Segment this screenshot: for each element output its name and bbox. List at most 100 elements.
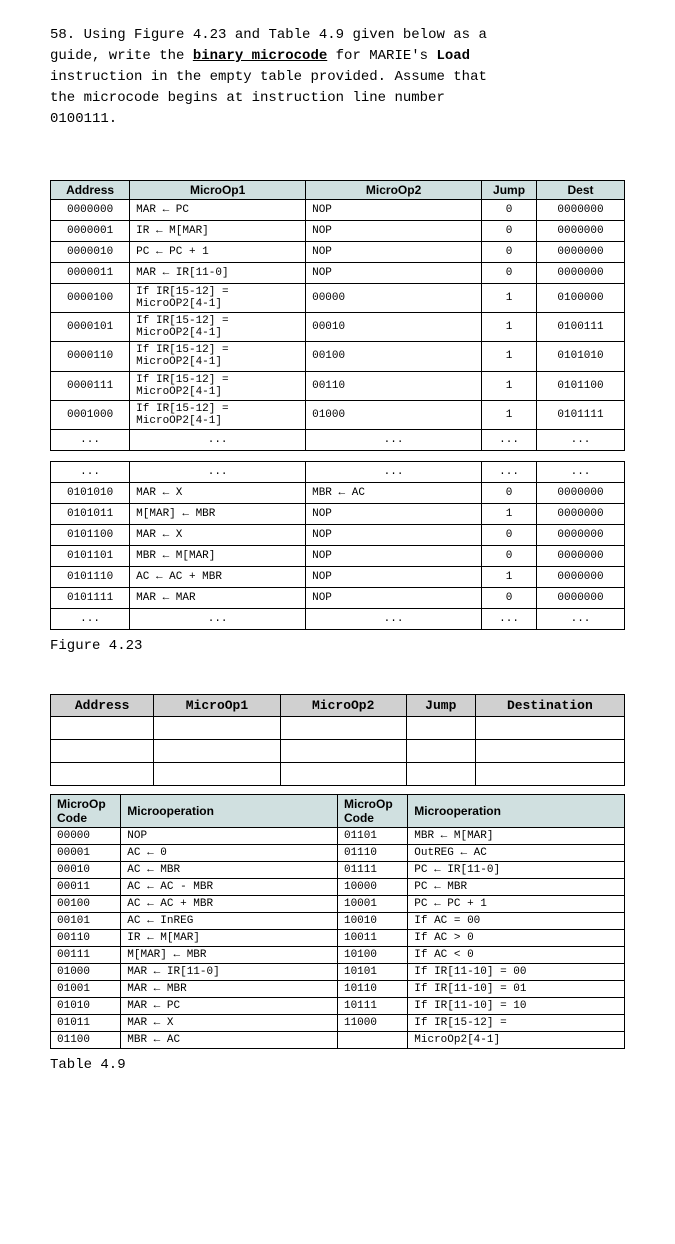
cell-microop: NOP [121, 827, 338, 844]
table-row: 00101AC ← InREG10010If AC = 00 [51, 912, 625, 929]
cell-op2: MBR ← AC [306, 482, 482, 503]
cell-jump: 0 [482, 263, 537, 284]
optable-header-row: MicroOp Code Microoperation MicroOp Code… [51, 794, 625, 827]
cell-address: 0000010 [51, 242, 130, 263]
question-line3: instruction in the empty table provided.… [50, 69, 487, 85]
cell-microop: MAR ← PC [121, 997, 338, 1014]
ellipsis-row: ... ... ... ... ... [51, 461, 625, 482]
cell-op1: MAR ← MAR [130, 587, 306, 608]
cell-code: 00100 [51, 895, 121, 912]
ellipsis-row: ... ... ... ... ... [51, 608, 625, 629]
cell-microop: AC ← InREG [121, 912, 338, 929]
table-row: 01100MBR ← AC MicroOp2[4-1] [51, 1031, 625, 1048]
question-text: 58. Using Figure 4.23 and Table 4.9 give… [50, 25, 625, 130]
cell-address: 0000000 [51, 200, 130, 221]
optable-col-code1: MicroOp Code [51, 794, 121, 827]
cell-code: 10111 [337, 997, 407, 1014]
cell-jump: 0 [482, 242, 537, 263]
cell-code [337, 1031, 407, 1048]
cell-op1: If IR[15-12] =MicroOP2[4-1] [130, 284, 306, 313]
table-row: 00001AC ← 001110OutREG ← AC [51, 844, 625, 861]
table-row: 0000110If IR[15-12] =MicroOP2[4-1]001001… [51, 342, 625, 371]
table-row: 01011MAR ← X11000If IR[15-12] = [51, 1014, 625, 1031]
cell-jump: 1 [482, 400, 537, 429]
table-row: 01010MAR ← PC10111If IR[11-10] = 10 [51, 997, 625, 1014]
table-row: 0101010MAR ← XMBR ← AC00000000 [51, 482, 625, 503]
cell-op1: AC ← AC + MBR [130, 566, 306, 587]
table-row: 0000000MAR ← PCNOP00000000 [51, 200, 625, 221]
cell-address: 0000110 [51, 342, 130, 371]
table-row: 00011AC ← AC - MBR10000PC ← MBR [51, 878, 625, 895]
cell-microop: MAR ← X [121, 1014, 338, 1031]
cell-op1: MBR ← M[MAR] [130, 545, 306, 566]
cell-code: 10100 [337, 946, 407, 963]
cell-jump: 0 [482, 200, 537, 221]
cell-op2: NOP [306, 221, 482, 242]
cell-microop: AC ← AC - MBR [121, 878, 338, 895]
cell-address: 0101100 [51, 524, 130, 545]
cell-dest: 0000000 [537, 263, 625, 284]
cell-op1: If IR[15-12] =MicroOP2[4-1] [130, 342, 306, 371]
cell-dest: 0000000 [537, 587, 625, 608]
table-row: 0000010PC ← PC + 1NOP00000000 [51, 242, 625, 263]
table-row: 0000001IR ← M[MAR]NOP00000000 [51, 221, 625, 242]
table-row: 00111M[MAR] ← MBR10100If AC < 0 [51, 946, 625, 963]
cell-op1: MAR ← IR[11-0] [130, 263, 306, 284]
optable-col-code2: MicroOp Code [337, 794, 407, 827]
cell-dest: 0000000 [537, 524, 625, 545]
cell-jump: 1 [482, 313, 537, 342]
cell-code: 00111 [51, 946, 121, 963]
table-row: 0101100MAR ← XNOP00000000 [51, 524, 625, 545]
cell-microop: MBR ← M[MAR] [408, 827, 625, 844]
cell-code: 00110 [51, 929, 121, 946]
figure-caption: Figure 4.23 [50, 638, 625, 654]
cell-microop: If IR[11-10] = 01 [408, 980, 625, 997]
cell-code: 01100 [51, 1031, 121, 1048]
cell-microop: MBR ← AC [121, 1031, 338, 1048]
table-row: 0000101If IR[15-12] =MicroOP2[4-1]000101… [51, 313, 625, 342]
cell-microop: If AC > 0 [408, 929, 625, 946]
cell-op2: 00010 [306, 313, 482, 342]
cell-address: 0000101 [51, 313, 130, 342]
table-caption: Table 4.9 [50, 1057, 625, 1073]
cell-op2: NOP [306, 263, 482, 284]
question-line1: 58. Using Figure 4.23 and Table 4.9 give… [50, 27, 487, 43]
cell-dest: 0000000 [537, 242, 625, 263]
cell-address: 0000100 [51, 284, 130, 313]
cell-code: 10011 [337, 929, 407, 946]
cell-dest: 0101100 [537, 371, 625, 400]
cell-dest: 0101111 [537, 400, 625, 429]
cell-code: 01011 [51, 1014, 121, 1031]
cell-op2: 01000 [306, 400, 482, 429]
table-row: 0000011MAR ← IR[11-0]NOP00000000 [51, 263, 625, 284]
cell-address: 0000001 [51, 221, 130, 242]
cell-code: 01110 [337, 844, 407, 861]
empty-col-destination: Destination [475, 694, 624, 716]
cell-op1: MAR ← X [130, 524, 306, 545]
cell-microop: OutREG ← AC [408, 844, 625, 861]
cell-dest: 0101010 [537, 342, 625, 371]
empty-col-jump: Jump [406, 694, 475, 716]
cell-code: 11000 [337, 1014, 407, 1031]
cell-microop: MAR ← MBR [121, 980, 338, 997]
question-line5: 0100111. [50, 111, 117, 127]
col-header-microop1: MicroOp1 [130, 181, 306, 200]
cell-op2: 00110 [306, 371, 482, 400]
empty-row [51, 739, 625, 762]
table-row: 00000NOP01101MBR ← M[MAR] [51, 827, 625, 844]
cell-jump: 1 [482, 284, 537, 313]
cell-op2: 00100 [306, 342, 482, 371]
table-row: 0001000If IR[15-12] =MicroOP2[4-1]010001… [51, 400, 625, 429]
table-row: 00110IR ← M[MAR]10011If AC > 0 [51, 929, 625, 946]
cell-code: 00011 [51, 878, 121, 895]
cell-code: 01010 [51, 997, 121, 1014]
question-line2: guide, write the binary microcode for MA… [50, 48, 470, 64]
cell-op1: If IR[15-12] =MicroOP2[4-1] [130, 313, 306, 342]
cell-microop: If AC = 00 [408, 912, 625, 929]
table-row: 0101101MBR ← M[MAR]NOP00000000 [51, 545, 625, 566]
cell-jump: 0 [482, 545, 537, 566]
cell-microop: PC ← MBR [408, 878, 625, 895]
empty-answer-table: Address MicroOp1 MicroOp2 Jump Destinati… [50, 694, 625, 786]
cell-op2: NOP [306, 587, 482, 608]
microop-code-table: MicroOp Code Microoperation MicroOp Code… [50, 794, 625, 1049]
